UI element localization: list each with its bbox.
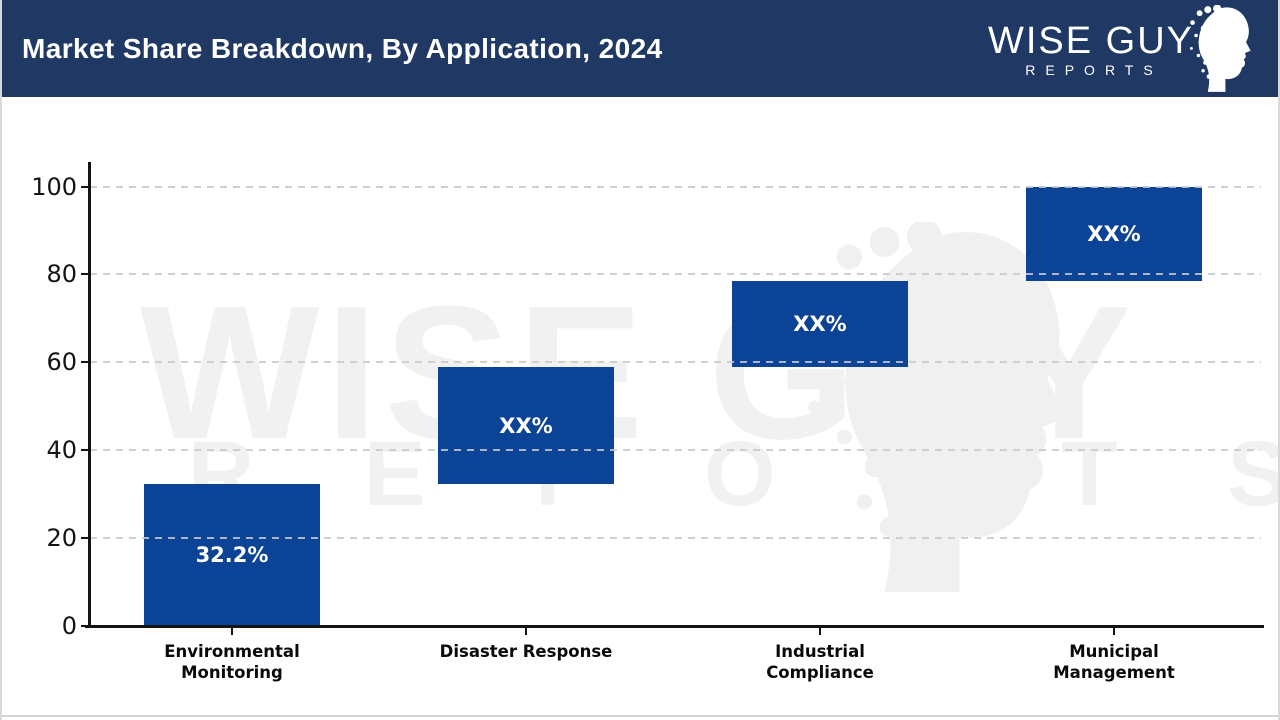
watermark-reports: R E P O R T S — [188, 423, 1280, 525]
y-tick-label: 60 — [46, 348, 77, 377]
x-tick-mark — [819, 627, 821, 635]
x-tick-mark — [525, 627, 527, 635]
y-tick-mark — [81, 185, 90, 188]
x-category-label: Municipal Management — [1053, 642, 1175, 682]
gridline-60 — [90, 361, 1261, 364]
y-tick-label: 0 — [61, 612, 77, 640]
bottom-border — [2, 715, 1278, 717]
y-tick-mark — [81, 273, 90, 276]
bar-environmental-monitoring: 32.2% — [144, 484, 320, 626]
gridline-100 — [90, 185, 1261, 188]
bar-value-label: XX% — [793, 311, 847, 336]
x-tick-mark — [1113, 627, 1115, 635]
header: Market Share Breakdown, By Application, … — [2, 0, 1278, 97]
y-tick-mark — [81, 537, 90, 540]
y-axis — [88, 162, 91, 628]
gridline-20 — [90, 537, 1261, 540]
bar-value-label: 32.2% — [195, 543, 269, 568]
bar-industrial-compliance: XX% — [732, 280, 908, 367]
y-tick-label: 80 — [46, 260, 77, 289]
x-category-label: Environmental Monitoring — [164, 642, 300, 682]
bar-value-label: XX% — [1087, 221, 1141, 246]
x-tick-mark — [231, 627, 233, 635]
x-category-label: Industrial Compliance — [766, 642, 874, 682]
logo-reports-label: REPORTS — [1025, 62, 1163, 78]
logo-face-icon — [1186, 5, 1266, 93]
wiseguy-logo: WISE GUY REPORTS — [988, 4, 1266, 94]
y-tick-label: 40 — [46, 436, 77, 465]
bar-value-label: XX% — [499, 413, 553, 438]
y-tick-mark — [81, 361, 90, 364]
x-category-label: Disaster Response — [439, 642, 613, 661]
chart-title: Market Share Breakdown, By Application, … — [22, 33, 663, 64]
watermark-wiseguy: WISE GUY — [140, 267, 1139, 479]
y-tick-label: 20 — [46, 524, 77, 553]
plot-area: WISE GUY R E P O R T S 32.2% XX% XX% XX% 0 20… — [2, 97, 1280, 720]
logo-wiseguy-label: WISE GUY — [987, 20, 1194, 62]
x-axis — [85, 625, 1264, 628]
y-tick-label: 100 — [31, 172, 77, 201]
bar-municipal-management: XX% — [1026, 186, 1202, 281]
bar-disaster-response: XX% — [438, 366, 614, 485]
y-tick-mark — [81, 449, 90, 452]
gridline-80 — [90, 273, 1261, 276]
logo-text: WISE GUY REPORTS — [988, 20, 1194, 78]
gridline-40 — [90, 449, 1261, 452]
